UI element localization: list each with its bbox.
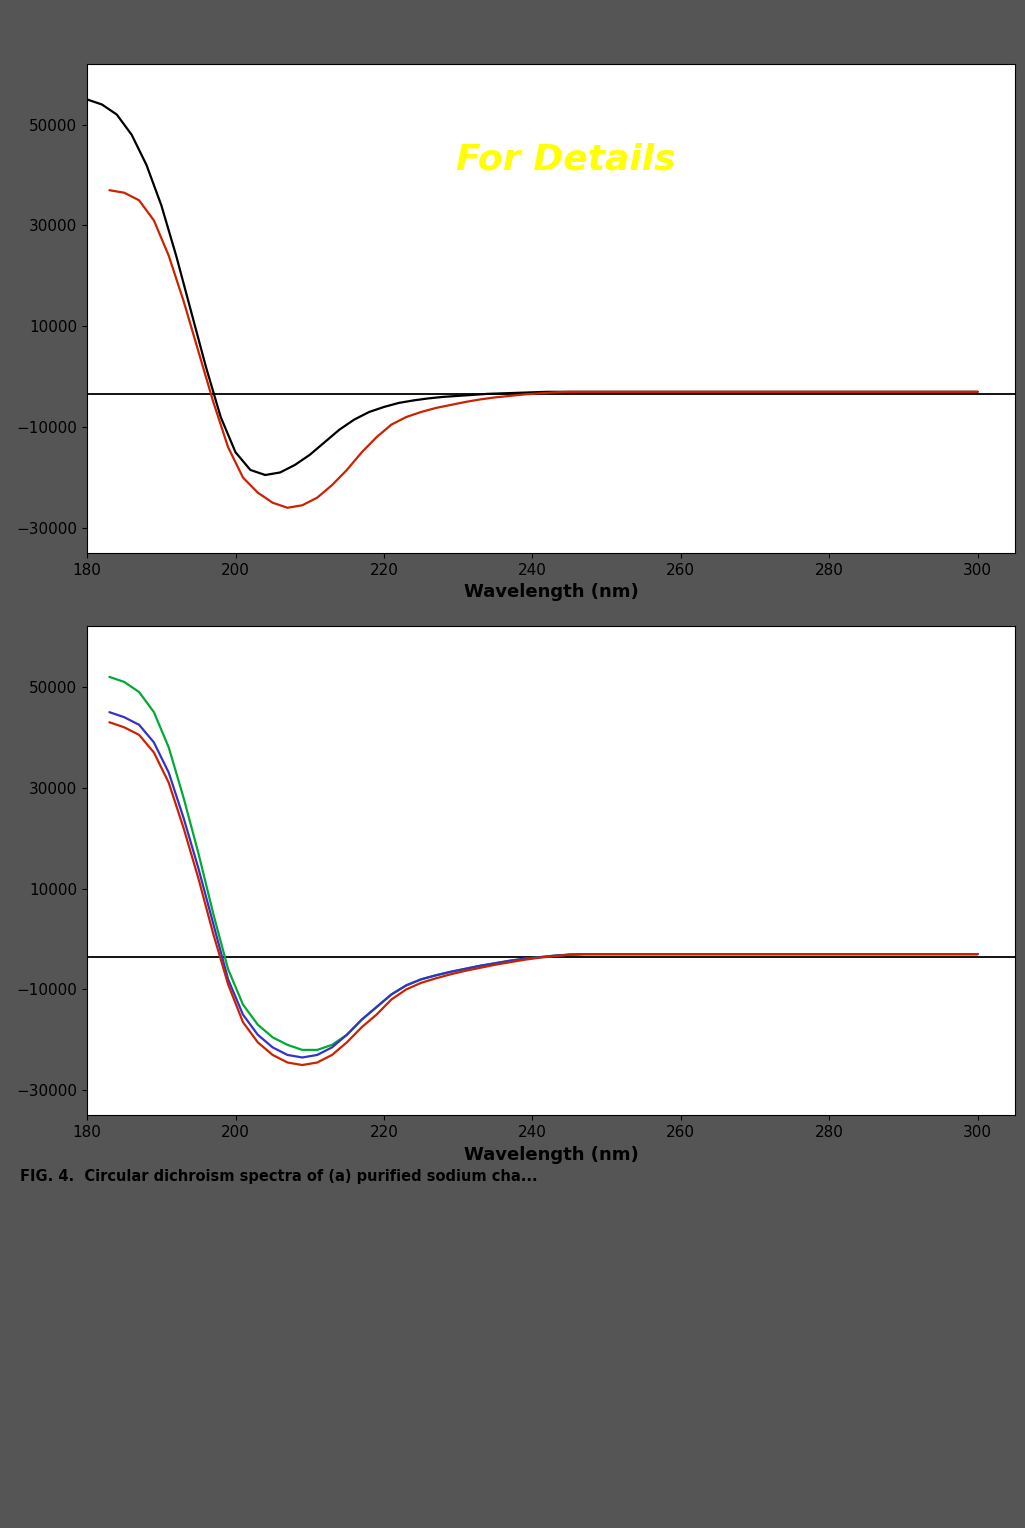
X-axis label: Wavelength (nm): Wavelength (nm) [463, 1146, 639, 1164]
X-axis label: Wavelength (nm): Wavelength (nm) [463, 584, 639, 602]
Text: FIG. 4.  Circular dichroism spectra of (a) purified sodium cha...: FIG. 4. Circular dichroism spectra of (a… [20, 1169, 538, 1184]
